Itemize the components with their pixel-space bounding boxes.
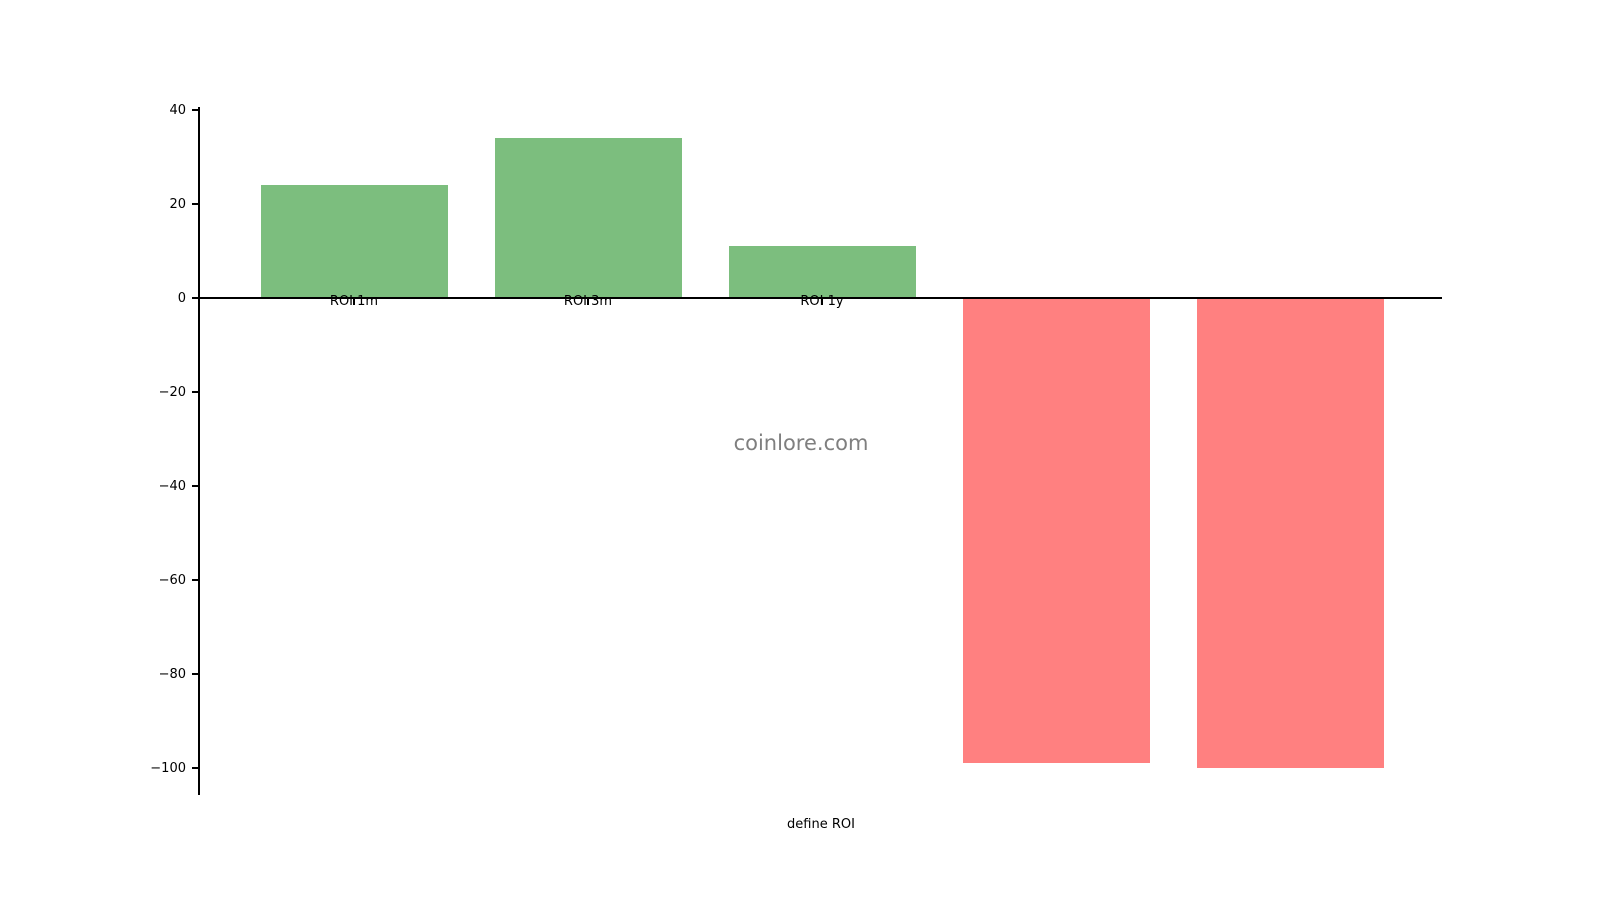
y-tick-20 — [192, 203, 199, 205]
y-tick-label--40: −40 — [158, 479, 186, 494]
x-tick-roi-3m — [587, 299, 589, 305]
y-tick-label--100: −100 — [150, 761, 186, 776]
bar-4 — [962, 298, 1150, 764]
x-tick-label-roi-1m: ROI 1m — [329, 294, 379, 309]
y-tick-40 — [192, 109, 199, 111]
y-tick-label--80: −80 — [158, 667, 186, 682]
x-tick-label-roi-1y: ROI 1y — [800, 294, 844, 309]
y-tick-label--20: −20 — [158, 385, 186, 400]
bar-roi-1m — [260, 185, 448, 298]
watermark: coinlore.com — [733, 431, 869, 455]
bar-5 — [1196, 298, 1384, 768]
x-axis-title: define ROI — [787, 817, 855, 832]
y-tick--80 — [192, 673, 199, 675]
y-tick-label--60: −60 — [158, 573, 186, 588]
y-tick-0 — [192, 297, 199, 299]
bar-roi-3m — [494, 138, 682, 298]
y-tick--20 — [192, 391, 199, 393]
x-axis-zero-line — [199, 297, 1442, 299]
y-tick-label-20: 20 — [169, 197, 186, 212]
x-tick-roi-1y — [821, 299, 823, 305]
y-tick--60 — [192, 579, 199, 581]
y-axis-line — [198, 107, 200, 795]
x-tick-roi-1m — [353, 299, 355, 305]
x-tick-label-roi-3m: ROI 3m — [563, 294, 613, 309]
y-tick-label-40: 40 — [169, 103, 186, 118]
y-tick--100 — [192, 767, 199, 769]
y-tick-label-0: 0 — [177, 291, 186, 306]
y-tick--40 — [192, 485, 199, 487]
bar-roi-1y — [728, 246, 916, 298]
